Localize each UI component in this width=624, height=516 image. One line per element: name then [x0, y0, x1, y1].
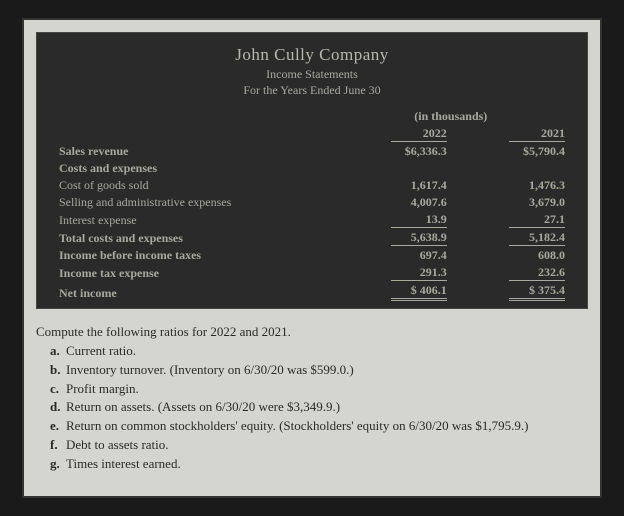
question-e-text: Return on common stockholders' equity. (…: [66, 418, 528, 433]
questions-block: Compute the following ratios for 2022 an…: [36, 323, 588, 474]
question-a-text: Current ratio.: [66, 343, 136, 358]
row-sga-label: Selling and administrative expenses: [55, 194, 333, 211]
financial-table: (in thousands) 2022 2021 Sales revenue $…: [55, 108, 569, 302]
row-pretax-label: Income before income taxes: [55, 247, 333, 264]
row-cogs-label: Cost of goods sold: [55, 177, 333, 194]
question-f: f.Debt to assets ratio.: [36, 436, 588, 455]
statement-period: For the Years Ended June 30: [55, 83, 569, 98]
question-e: e.Return on common stockholders' equity.…: [36, 417, 588, 436]
question-a: a.Current ratio.: [36, 342, 588, 361]
row-sga-2022: 4,007.6: [391, 195, 447, 210]
year-2021-header: 2021: [509, 126, 565, 142]
question-g-text: Times interest earned.: [66, 456, 181, 471]
row-interest-label: Interest expense: [55, 211, 333, 229]
row-netincome-2022: $ 406.1: [391, 283, 447, 301]
question-f-text: Debt to assets ratio.: [66, 437, 169, 452]
units-header: (in thousands): [333, 108, 569, 125]
row-costs-header: Costs and expenses: [55, 160, 333, 177]
row-pretax-2021: 608.0: [509, 248, 565, 263]
row-netincome-2021: $ 375.4: [509, 283, 565, 301]
statement-title: Income Statements: [55, 67, 569, 82]
row-sales-2022: $6,336.3: [391, 144, 447, 159]
row-sales-2021: $5,790.4: [509, 144, 565, 159]
row-sales-label: Sales revenue: [55, 143, 333, 160]
question-c-text: Profit margin.: [66, 381, 139, 396]
row-totalcosts-2021: 5,182.4: [509, 230, 565, 246]
row-cogs-2022: 1,617.4: [391, 178, 447, 193]
question-b-text: Inventory turnover. (Inventory on 6/30/2…: [66, 362, 354, 377]
question-c: c.Profit margin.: [36, 380, 588, 399]
row-sga-2021: 3,679.0: [509, 195, 565, 210]
page-frame: John Cully Company Income Statements For…: [22, 18, 602, 498]
row-totalcosts-label: Total costs and expenses: [55, 229, 333, 247]
row-tax-label: Income tax expense: [55, 264, 333, 282]
row-tax-2021: 232.6: [509, 265, 565, 281]
questions-title: Compute the following ratios for 2022 an…: [36, 323, 588, 342]
row-cogs-2021: 1,476.3: [509, 178, 565, 193]
question-g: g.Times interest earned.: [36, 455, 588, 474]
row-pretax-2022: 697.4: [391, 248, 447, 263]
question-b: b.Inventory turnover. (Inventory on 6/30…: [36, 361, 588, 380]
question-d: d.Return on assets. (Assets on 6/30/20 w…: [36, 398, 588, 417]
row-netincome-label: Net income: [55, 282, 333, 302]
year-2022-header: 2022: [391, 126, 447, 142]
row-tax-2022: 291.3: [391, 265, 447, 281]
row-totalcosts-2022: 5,638.9: [391, 230, 447, 246]
income-statement: John Cully Company Income Statements For…: [36, 32, 588, 309]
row-interest-2022: 13.9: [391, 212, 447, 228]
question-d-text: Return on assets. (Assets on 6/30/20 wer…: [66, 399, 340, 414]
row-interest-2021: 27.1: [509, 212, 565, 228]
company-name: John Cully Company: [55, 45, 569, 65]
